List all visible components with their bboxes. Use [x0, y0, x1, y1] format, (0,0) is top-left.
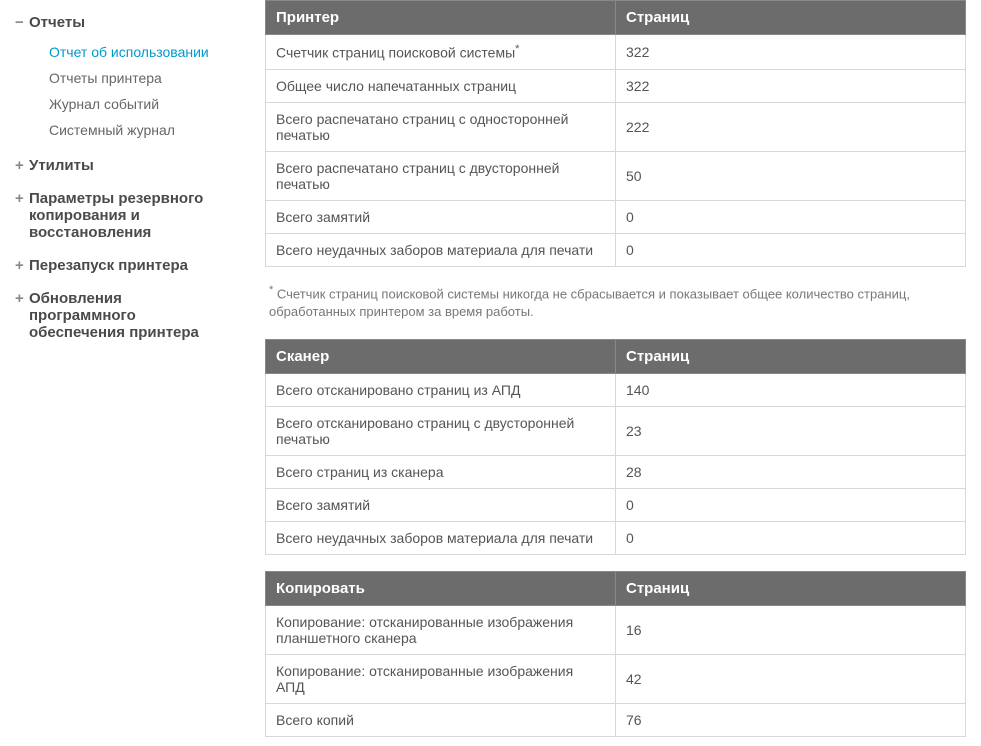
table-cell-label: Счетчик страниц поисковой системы*: [266, 35, 616, 70]
table-cell-label: Всего замятий: [266, 200, 616, 233]
table-cell-value: 322: [616, 69, 966, 102]
nav-group-reports: − Отчеты Отчет об использовании Отчеты п…: [15, 8, 220, 147]
scanner-table: Сканер Страниц Всего отсканировано стран…: [265, 339, 966, 555]
table-row: Копирование: отсканированные изображения…: [266, 606, 966, 655]
table-row: Всего замятий 0: [266, 200, 966, 233]
table-row: Общее число напечатанных страниц 322: [266, 69, 966, 102]
copy-table: Копировать Страниц Копирование: отсканир…: [265, 571, 966, 737]
table-cell-value: 23: [616, 407, 966, 456]
nav-item-system-log[interactable]: Системный журнал: [49, 117, 220, 143]
table-cell-label: Копирование: отсканированные изображения…: [266, 655, 616, 704]
nav-group-restart: + Перезапуск принтера: [15, 251, 220, 280]
table-cell-value: 222: [616, 102, 966, 151]
table-header: Страниц: [616, 1, 966, 35]
table-cell-value: 0: [616, 522, 966, 555]
nav-header-restart[interactable]: + Перезапуск принтера: [15, 251, 220, 280]
table-cell-label: Всего неудачных заборов материала для пе…: [266, 233, 616, 266]
table-header-row: Принтер Страниц: [266, 1, 966, 35]
nav-header-backup[interactable]: + Параметры резервного копирования и вос…: [15, 184, 220, 247]
table-cell-label: Общее число напечатанных страниц: [266, 69, 616, 102]
collapse-icon: −: [15, 14, 29, 31]
table-cell-value: 140: [616, 374, 966, 407]
table-row: Всего неудачных заборов материала для пе…: [266, 233, 966, 266]
table-row: Всего неудачных заборов материала для пе…: [266, 522, 966, 555]
table-cell-label: Всего неудачных заборов материала для пе…: [266, 522, 616, 555]
expand-icon: +: [15, 290, 29, 307]
expand-icon: +: [15, 257, 29, 274]
table-cell-value: 0: [616, 233, 966, 266]
table-cell-value: 28: [616, 456, 966, 489]
table-cell-label: Копирование: отсканированные изображения…: [266, 606, 616, 655]
nav-group-updates: + Обновления программного обеспечения пр…: [15, 284, 220, 347]
nav-item-event-log[interactable]: Журнал событий: [49, 91, 220, 117]
table-row: Всего страниц из сканера 28: [266, 456, 966, 489]
table-row: Счетчик страниц поисковой системы* 322: [266, 35, 966, 70]
table-header-row: Сканер Страниц: [266, 340, 966, 374]
table-row: Всего отсканировано страниц с двусторонн…: [266, 407, 966, 456]
table-header-row: Копировать Страниц: [266, 572, 966, 606]
printer-table: Принтер Страниц Счетчик страниц поисково…: [265, 0, 966, 267]
table-header: Страниц: [616, 340, 966, 374]
nav-header-reports[interactable]: − Отчеты: [15, 8, 220, 37]
table-header: Принтер: [266, 1, 616, 35]
table-cell-label: Всего распечатано страниц с односторонне…: [266, 102, 616, 151]
footnote-marker-icon: *: [515, 43, 519, 55]
table-row: Всего распечатано страниц с односторонне…: [266, 102, 966, 151]
table-cell-value: 76: [616, 704, 966, 737]
table-cell-label: Всего отсканировано страниц из АПД: [266, 374, 616, 407]
nav-label: Параметры резервного копирования и восст…: [29, 190, 220, 241]
nav-header-utilities[interactable]: + Утилиты: [15, 151, 220, 180]
table-header: Копировать: [266, 572, 616, 606]
table-header: Сканер: [266, 340, 616, 374]
table-row: Копирование: отсканированные изображения…: [266, 655, 966, 704]
table-cell-label: Всего отсканировано страниц с двусторонн…: [266, 407, 616, 456]
table-cell-label: Всего распечатано страниц с двусторонней…: [266, 151, 616, 200]
table-cell-value: 16: [616, 606, 966, 655]
nav-group-utilities: + Утилиты: [15, 151, 220, 180]
nav-label: Перезапуск принтера: [29, 257, 188, 274]
nav-header-updates[interactable]: + Обновления программного обеспечения пр…: [15, 284, 220, 347]
table-cell-label: Всего замятий: [266, 489, 616, 522]
nav-label: Обновления программного обеспечения прин…: [29, 290, 220, 341]
table-cell-value: 50: [616, 151, 966, 200]
nav-item-usage-report[interactable]: Отчет об использовании: [49, 39, 220, 65]
nav-sublist-reports: Отчет об использовании Отчеты принтера Ж…: [15, 37, 220, 147]
nav-group-backup: + Параметры резервного копирования и вос…: [15, 184, 220, 247]
table-cell-value: 0: [616, 200, 966, 233]
expand-icon: +: [15, 190, 29, 207]
nav-label: Утилиты: [29, 157, 94, 174]
footnote-marker-icon: *: [269, 284, 273, 296]
table-cell-label: Всего копий: [266, 704, 616, 737]
table-cell-label: Всего страниц из сканера: [266, 456, 616, 489]
nav-item-printer-reports[interactable]: Отчеты принтера: [49, 65, 220, 91]
table-row: Всего замятий 0: [266, 489, 966, 522]
nav-label: Отчеты: [29, 14, 85, 31]
sidebar-nav: − Отчеты Отчет об использовании Отчеты п…: [0, 0, 230, 746]
table-header: Страниц: [616, 572, 966, 606]
table-cell-value: 322: [616, 35, 966, 70]
table-row: Всего копий 76: [266, 704, 966, 737]
main-content: Принтер Страниц Счетчик страниц поисково…: [230, 0, 981, 746]
table-cell-value: 0: [616, 489, 966, 522]
footnote-text: * Счетчик страниц поисковой системы нико…: [265, 283, 966, 340]
table-row: Всего распечатано страниц с двусторонней…: [266, 151, 966, 200]
table-cell-value: 42: [616, 655, 966, 704]
expand-icon: +: [15, 157, 29, 174]
table-row: Всего отсканировано страниц из АПД 140: [266, 374, 966, 407]
